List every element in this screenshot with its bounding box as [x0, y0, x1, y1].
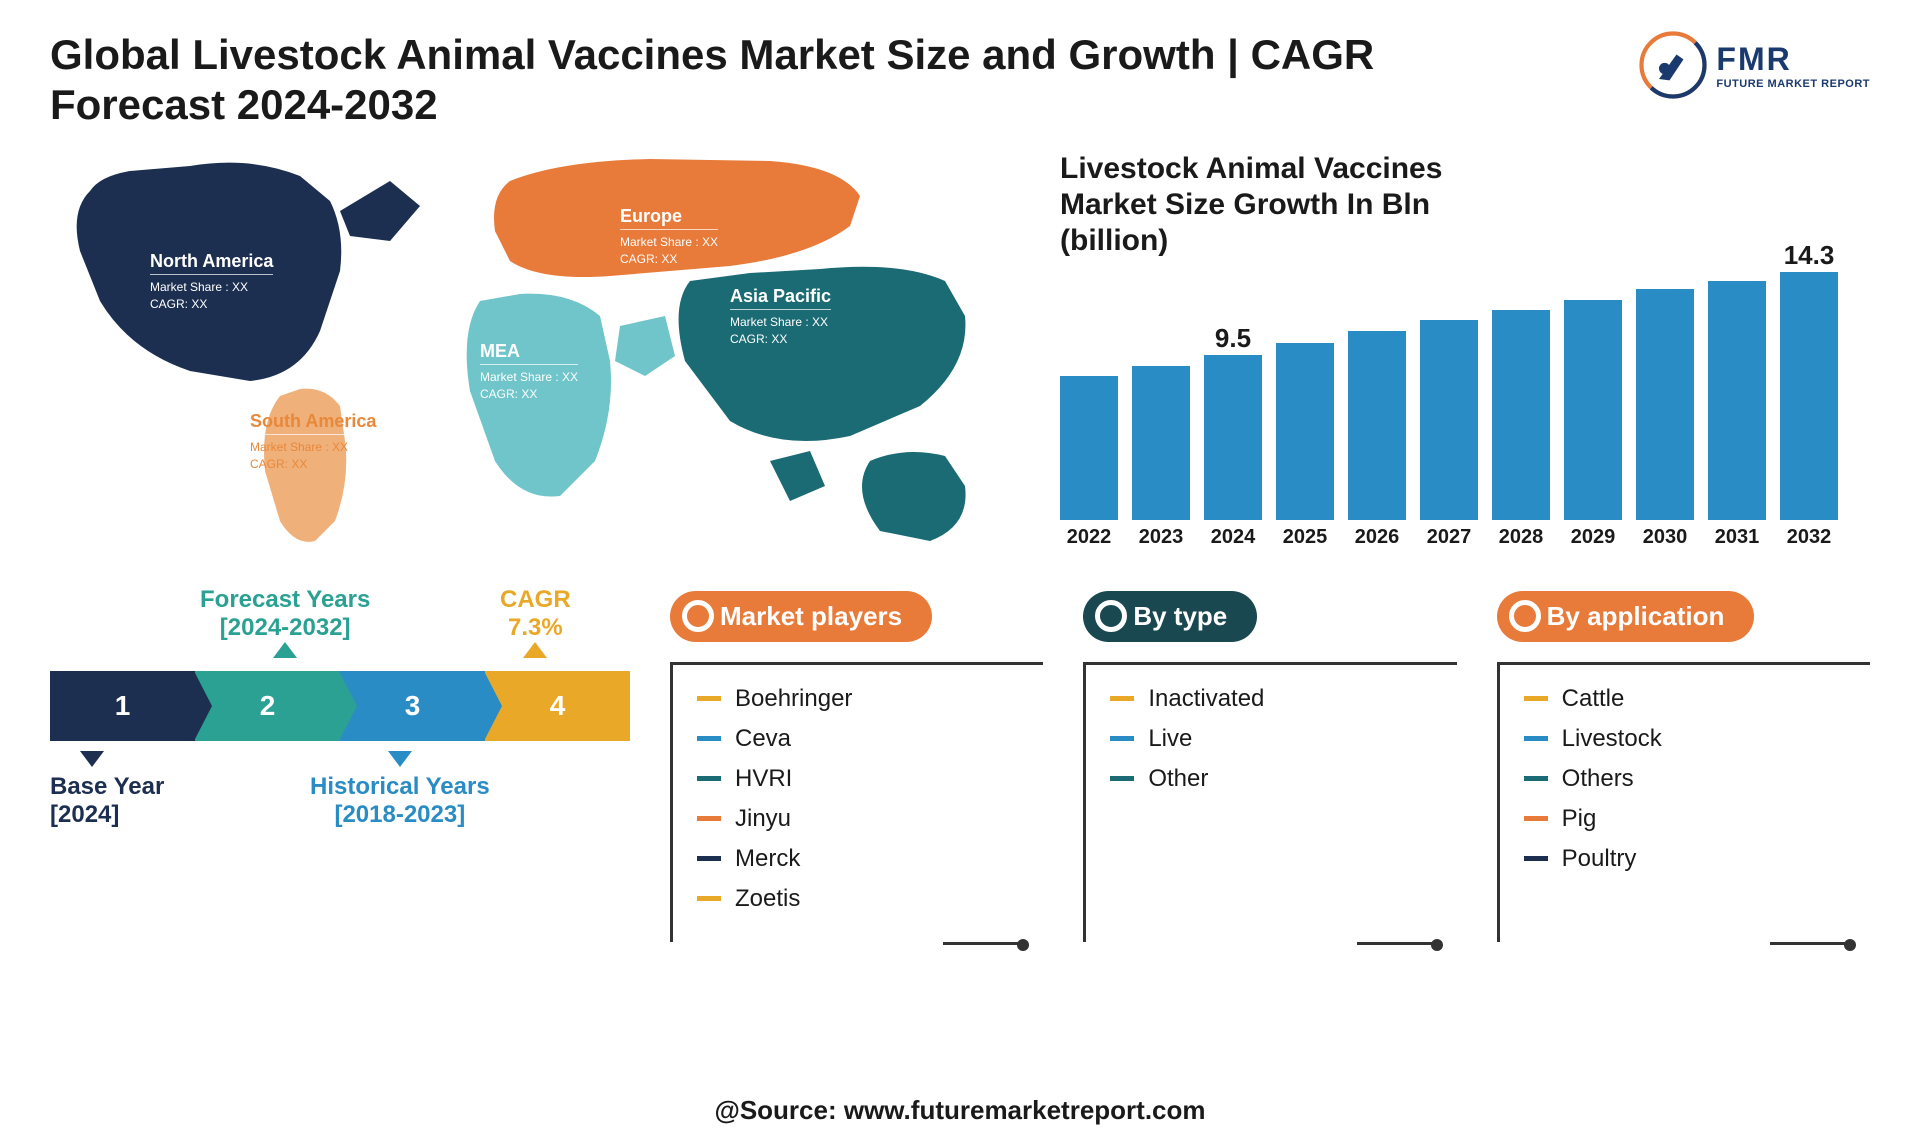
chart-title: Livestock Animal Vaccines Market Size Gr… [1060, 151, 1510, 259]
market-players-col: Market players Boehringer Ceva HVRI Jinyu Me… [670, 591, 1043, 942]
list-item: Others [1524, 765, 1870, 793]
list-item: Other [1110, 765, 1456, 793]
bar-2030: 2030 [1636, 289, 1694, 549]
logo-main-text: FMR [1716, 41, 1870, 78]
by-type-col: By type Inactivated Live Other [1083, 591, 1456, 942]
region-ap: Asia PacificMarket Share : XXCAGR: XX [730, 286, 831, 348]
telescope-icon [1638, 30, 1708, 100]
bar-2023: 2023 [1132, 366, 1190, 549]
list-item: Boehringer [697, 685, 1043, 713]
page-title: Global Livestock Animal Vaccines Market … [50, 30, 1550, 131]
world-map: North AmericaMarket Share : XXCAGR: XX So… [50, 151, 1030, 551]
players-pill: Market players [670, 591, 932, 642]
bars-container: 202220239.520242025202620272028202920302… [1060, 269, 1870, 549]
region-na: North AmericaMarket Share : XXCAGR: XX [150, 251, 273, 313]
bar-2026: 2026 [1348, 331, 1406, 549]
base-callout: Base Year [2024] [50, 751, 164, 829]
list-item: Pig [1524, 805, 1870, 833]
region-eu: EuropeMarket Share : XXCAGR: XX [620, 206, 718, 268]
bar-2032: 14.32032 [1780, 272, 1838, 549]
players-list: Boehringer Ceva HVRI Jinyu Merck Zoetis [670, 662, 1043, 942]
hist-callout: Historical Years [2018-2023] [310, 751, 490, 829]
list-item: Livestock [1524, 725, 1870, 753]
lower-section: Forecast Years [2024-2032] CAGR 7.3% 123… [50, 591, 1870, 942]
list-item: Poultry [1524, 845, 1870, 873]
list-item: Merck [697, 845, 1043, 873]
list-item: Inactivated [1110, 685, 1456, 713]
fmr-logo: FMR FUTURE MARKET REPORT [1638, 30, 1870, 100]
bar-2024: 9.52024 [1204, 355, 1262, 549]
region-mea: MEAMarket Share : XXCAGR: XX [480, 341, 578, 403]
bar-2025: 2025 [1276, 343, 1334, 549]
app-pill: By application [1497, 591, 1755, 642]
bar-2028: 2028 [1492, 310, 1550, 549]
step-3: 3 [340, 671, 485, 741]
bar-chart: Livestock Animal Vaccines Market Size Gr… [1060, 151, 1870, 551]
cagr-callout: CAGR 7.3% [500, 586, 571, 664]
type-list: Inactivated Live Other [1083, 662, 1456, 942]
step-1: 1 [50, 671, 195, 741]
bar-2031: 2031 [1708, 281, 1766, 549]
bar-2029: 2029 [1564, 300, 1622, 549]
bar-2022: 2022 [1060, 376, 1118, 549]
type-pill: By type [1083, 591, 1257, 642]
timeline: Forecast Years [2024-2032] CAGR 7.3% 123… [50, 591, 630, 741]
list-item: HVRI [697, 765, 1043, 793]
steps: 1234 [50, 671, 630, 741]
step-2: 2 [195, 671, 340, 741]
step-4: 4 [485, 671, 630, 741]
source-text: @Source: www.futuremarketreport.com [714, 1095, 1205, 1126]
list-item: Live [1110, 725, 1456, 753]
bar-2027: 2027 [1420, 320, 1478, 548]
list-item: Zoetis [697, 885, 1043, 913]
by-application-col: By application Cattle Livestock Others Pig P… [1497, 591, 1870, 942]
list-item: Jinyu [697, 805, 1043, 833]
upper-section: North AmericaMarket Share : XXCAGR: XX So… [50, 151, 1870, 551]
region-sa: South AmericaMarket Share : XXCAGR: XX [250, 411, 376, 473]
list-item: Ceva [697, 725, 1043, 753]
logo-sub-text: FUTURE MARKET REPORT [1716, 78, 1870, 90]
header: Global Livestock Animal Vaccines Market … [50, 30, 1870, 131]
app-list: Cattle Livestock Others Pig Poultry [1497, 662, 1870, 942]
forecast-callout: Forecast Years [2024-2032] [200, 586, 370, 664]
list-item: Cattle [1524, 685, 1870, 713]
